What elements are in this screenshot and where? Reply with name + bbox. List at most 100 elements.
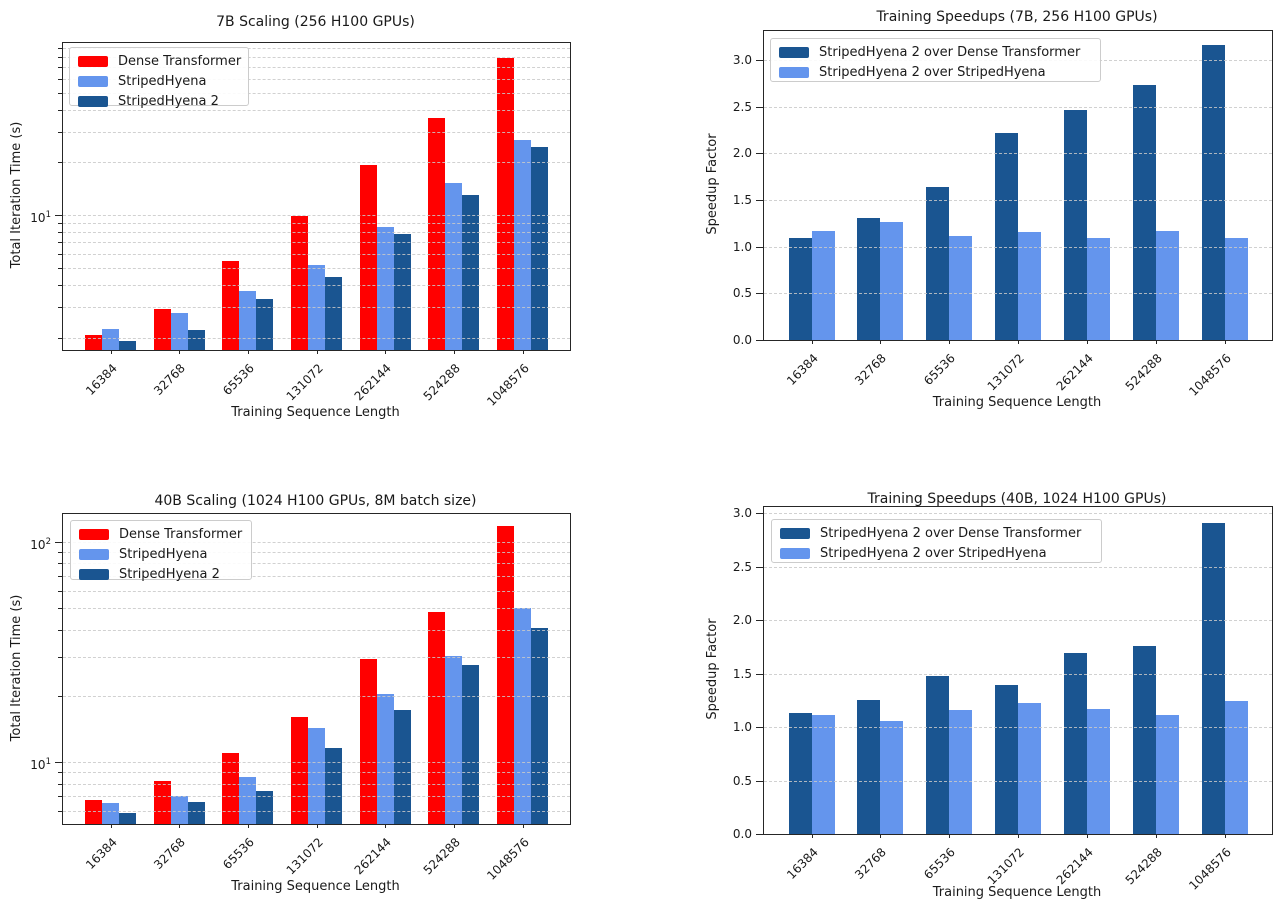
legend-label: StripedHyena — [118, 73, 207, 89]
y-tick-label: 101 — [30, 757, 51, 773]
bar-stripedhyena-2-over-stripedhyena-131072 — [1018, 231, 1041, 340]
y-major-tick — [755, 673, 763, 675]
minor-gridline — [63, 811, 570, 813]
major-gridline — [764, 780, 1272, 782]
legend-item: StripedHyena 2 over StripedHyena — [771, 62, 1100, 82]
y-minor-tick — [57, 78, 62, 80]
y-major-tick — [54, 762, 62, 764]
y-minor-tick — [57, 590, 62, 592]
y-minor-tick — [57, 242, 62, 244]
plot-area: 0.0 0.5 1.0 1.5 2.0 2.5 3.0 16384 32768 65536 1310… — [733, 506, 1273, 893]
x-tick — [522, 350, 524, 354]
legend-label: StripedHyena 2 over StripedHyena — [820, 545, 1047, 561]
chart-title: Training Speedups (40B, 1024 H100 GPUs) — [867, 491, 1167, 507]
legend-label: Dense Transformer — [119, 526, 243, 542]
y-minor-tick — [57, 223, 62, 225]
y-major-tick — [755, 513, 763, 515]
major-gridline — [764, 513, 1272, 515]
y-major-tick — [755, 340, 763, 341]
legend: Dense Transformer StripedHyena StripedHyen… — [70, 520, 252, 582]
y-major-tick — [54, 541, 62, 543]
minor-gridline — [63, 267, 570, 269]
y-major-tick — [755, 780, 763, 782]
x-tick — [316, 350, 318, 354]
legend-color-patch — [78, 55, 108, 67]
bar-stripedhyena-2-over-dense-transformer-131072 — [995, 685, 1018, 834]
legend-item: StripedHyena — [70, 71, 248, 91]
x-tick — [453, 350, 455, 354]
legend-color-patch — [780, 527, 810, 539]
major-gridline — [63, 762, 570, 764]
minor-gridline — [63, 56, 570, 58]
legend-color-patch — [79, 568, 109, 580]
y-tick-label: 1.5 — [732, 192, 752, 207]
major-gridline — [764, 566, 1272, 568]
bar-dense-transformer-1048576 — [497, 57, 514, 350]
major-gridline — [764, 153, 1272, 155]
x-axis-label: Training Sequence Length — [231, 879, 400, 894]
plot-area: 101 102 16384 32768 65536 131072 262144 524288 1… — [30, 513, 571, 883]
bar-stripedhyena-2-over-stripedhyena-524288 — [1155, 230, 1179, 340]
x-tick — [811, 340, 813, 344]
bar-stripedhyena-524288 — [445, 182, 463, 350]
legend-label: Dense Transformer — [118, 53, 242, 69]
y-major-tick — [755, 293, 763, 295]
bar-stripedhyena-2-over-stripedhyena-262144 — [1086, 238, 1110, 340]
y-major-tick — [755, 834, 763, 835]
y-tick-label: 102 — [30, 536, 51, 552]
bar-stripedhyena-2-over-dense-transformer-16384 — [788, 713, 812, 834]
minor-gridline — [63, 47, 570, 49]
minor-gridline — [63, 608, 570, 610]
legend-color-patch — [779, 66, 809, 78]
bar-stripedhyena-2-32768 — [187, 801, 205, 824]
minor-gridline — [63, 92, 570, 94]
y-minor-tick — [57, 47, 62, 49]
chart-40b-speedups: Training Speedups (40B, 1024 H100 GPUs) … — [643, 457, 1287, 914]
bar-stripedhyena-1048576 — [514, 140, 531, 350]
bar-stripedhyena-1048576 — [514, 607, 531, 824]
y-minor-tick — [57, 772, 62, 774]
legend-label: StripedHyena — [119, 546, 208, 562]
plot-area: 101 16384 32768 65536 131072 262144 524288 1048… — [30, 42, 571, 409]
minor-gridline — [63, 337, 570, 339]
legend-label: StripedHyena 2 over Dense Transformer — [820, 525, 1082, 541]
minor-gridline — [63, 657, 570, 659]
bar-stripedhyena-2-16384 — [119, 341, 136, 350]
bar-stripedhyena-262144 — [376, 227, 394, 350]
y-axis-label: Total Iteration Time (s) — [9, 121, 24, 269]
bar-stripedhyena-2-65536 — [256, 790, 274, 824]
bar-stripedhyena-2-over-stripedhyena-1048576 — [1224, 238, 1248, 340]
y-major-tick — [755, 246, 763, 248]
y-major-tick — [755, 620, 763, 622]
minor-gridline — [63, 552, 570, 554]
y-tick-label: 1.0 — [732, 239, 752, 254]
legend-label: StripedHyena 2 over StripedHyena — [819, 64, 1046, 80]
bar-stripedhyena-2-over-dense-transformer-1048576 — [1201, 523, 1225, 834]
bar-dense-transformer-262144 — [359, 659, 377, 824]
y-major-tick — [755, 566, 763, 568]
bar-stripedhyena-2-over-stripedhyena-65536 — [949, 710, 973, 834]
bar-stripedhyena-2-over-stripedhyena-1048576 — [1224, 701, 1248, 834]
y-tick-label: 0.5 — [732, 773, 752, 788]
bar-stripedhyena-16384 — [102, 328, 119, 350]
bar-dense-transformer-524288 — [428, 117, 446, 350]
minor-gridline — [63, 223, 570, 225]
bar-stripedhyena-2-131072 — [325, 276, 342, 350]
y-minor-tick — [57, 109, 62, 111]
minor-gridline — [63, 306, 570, 308]
y-minor-tick — [57, 657, 62, 659]
bar-stripedhyena-2-16384 — [119, 812, 136, 824]
bar-stripedhyena-2-32768 — [187, 330, 205, 350]
x-tick — [949, 834, 951, 838]
bar-dense-transformer-1048576 — [497, 526, 514, 824]
bar-dense-transformer-524288 — [428, 611, 446, 824]
y-major-tick — [755, 59, 763, 61]
legend-item: StripedHyena 2 — [70, 91, 248, 111]
y-minor-tick — [57, 783, 62, 785]
minor-gridline — [63, 242, 570, 244]
y-tick-label: 1.0 — [732, 720, 752, 735]
y-minor-tick — [57, 56, 62, 58]
bar-dense-transformer-131072 — [291, 716, 308, 824]
minor-gridline — [63, 695, 570, 697]
legend-color-patch — [779, 46, 809, 58]
